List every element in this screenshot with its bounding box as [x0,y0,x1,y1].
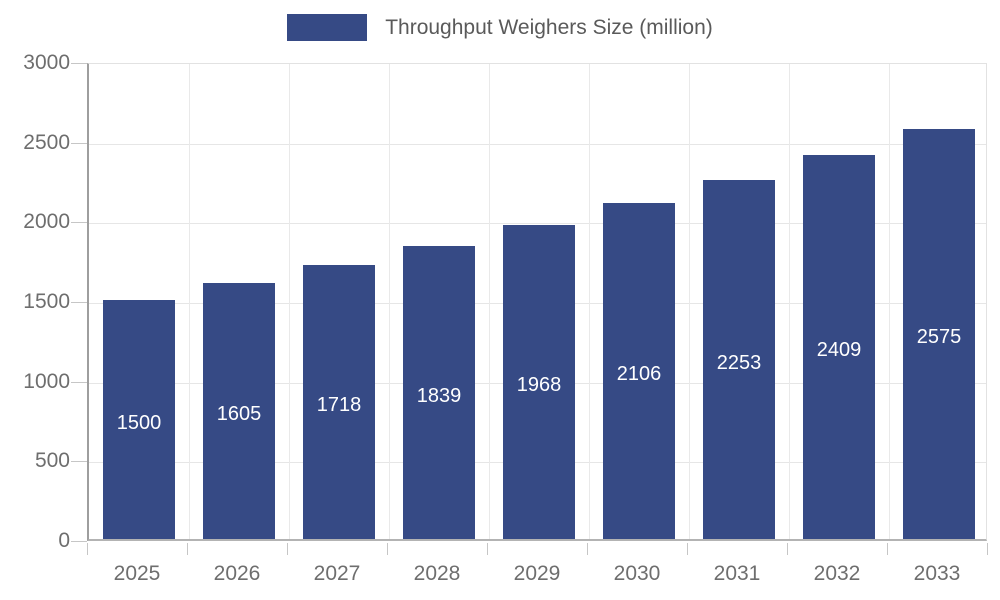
x-axis-tick-mark [787,543,788,555]
x-axis-tick-label: 2033 [913,562,961,585]
x-axis-tick-mark [587,543,588,555]
bar-2033 [903,129,975,539]
y-axis-tick-mark [71,461,87,462]
y-axis-tick-label: 500 [34,449,70,472]
x-axis-tick-label: 2032 [813,562,861,585]
x-axis-tick-mark [887,543,888,555]
gridline-vertical [289,64,290,539]
y-axis-tick-mark [71,302,87,303]
bar-value-label: 2575 [916,326,962,348]
legend-swatch [287,14,368,41]
gridline-vertical [889,64,890,539]
chart-legend: Throughput Weighers Size (million) [0,14,1000,41]
bar-value-label: 2253 [716,352,762,374]
bar-2030 [603,203,675,539]
bar-2031 [703,180,775,539]
x-axis-tick-mark [987,543,988,555]
bar-value-label: 1605 [216,403,262,425]
bar-value-label: 2106 [616,363,662,385]
y-axis-tick-label: 1500 [23,290,70,313]
bar-2032 [803,155,875,539]
x-axis-tick-mark [287,543,288,555]
bar-2029 [503,225,575,539]
y-axis-tick-mark [71,143,87,144]
bar-value-label: 1968 [516,374,562,396]
y-axis-tick-label: 2000 [23,210,70,233]
legend-label: Throughput Weighers Size (million) [385,15,713,39]
x-axis-tick-label: 2031 [713,562,761,585]
gridline-vertical [189,64,190,539]
y-axis-tick-label: 3000 [23,51,70,74]
x-axis-tick-label: 2030 [613,562,661,585]
x-axis-tick-label: 2028 [413,562,461,585]
y-axis-tick-mark [71,382,87,383]
y-axis-tick-label: 1000 [23,370,70,393]
y-axis-tick-label: 0 [58,529,70,552]
gridline-vertical [589,64,590,539]
x-axis-tick-mark [87,543,88,555]
bar-value-label: 1839 [416,385,462,407]
x-axis-tick-mark [687,543,688,555]
gridline-vertical [689,64,690,539]
plot-area: 1500 1605 1718 1839 1968 2106 2253 2409 2575 [87,63,987,541]
bar-2028 [403,246,475,539]
y-axis-tick-mark [71,63,87,64]
bar-value-label: 1718 [316,394,362,416]
x-axis-tick-mark [187,543,188,555]
bar-2025 [103,300,175,539]
x-axis-tick-label: 2027 [313,562,361,585]
bar-2027 [303,265,375,539]
gridline-vertical [389,64,390,539]
y-axis-tick-label: 2500 [23,131,70,154]
bar-value-label: 2409 [816,339,862,361]
x-axis-tick-label: 2029 [513,562,561,585]
x-axis-tick-label: 2026 [213,562,261,585]
gridline-horizontal [89,223,986,224]
x-axis-tick-mark [387,543,388,555]
gridline-vertical [789,64,790,539]
gridline-vertical [489,64,490,539]
y-axis-tick-mark [71,541,87,542]
gridline-horizontal [89,144,986,145]
y-axis-tick-mark [71,222,87,223]
x-axis-tick-label: 2025 [113,562,161,585]
bar-value-label: 1500 [116,412,162,434]
x-axis-tick-mark [487,543,488,555]
bar-2026 [203,283,275,539]
